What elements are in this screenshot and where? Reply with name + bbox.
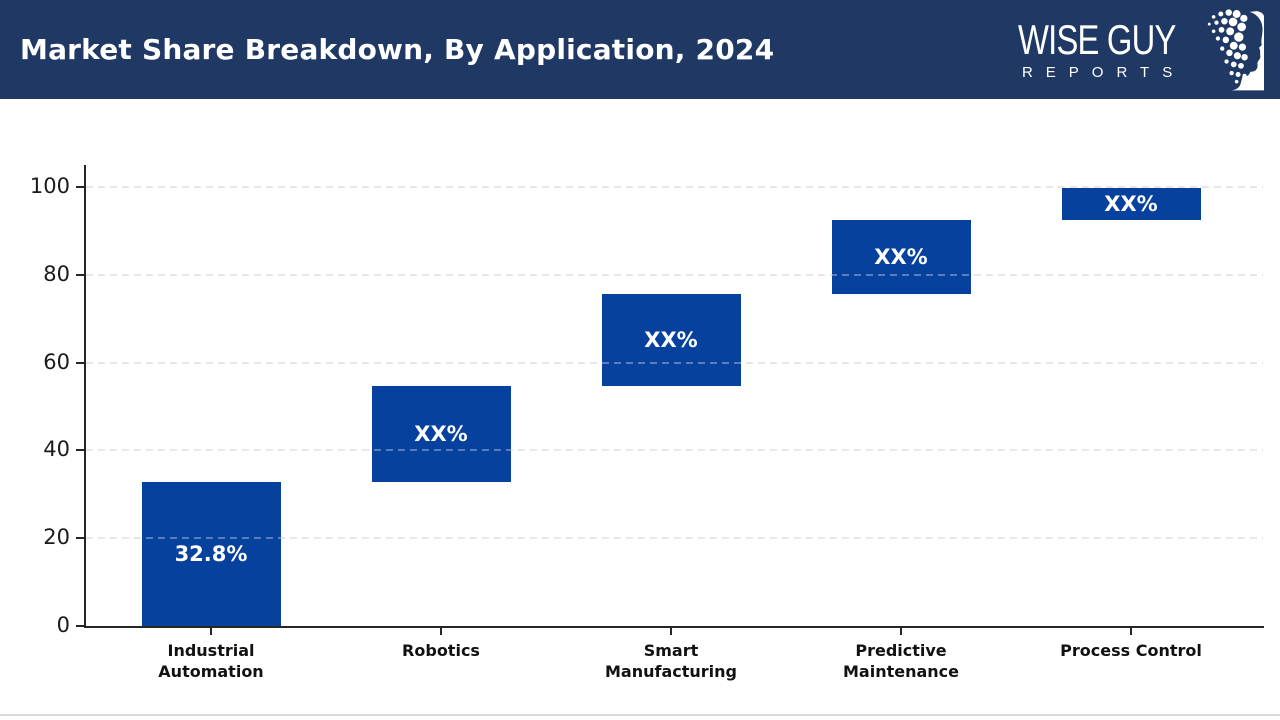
category-label-smart-manufacturing: Smart Manufacturing bbox=[605, 641, 737, 681]
logo-head-icon bbox=[1192, 9, 1264, 91]
y-tick-label: 100 bbox=[29, 174, 70, 198]
bar-label-smart-manufacturing: XX% bbox=[644, 328, 698, 353]
y-tick-label: 60 bbox=[43, 349, 70, 374]
gridline bbox=[86, 273, 1263, 276]
bar-smart-manufacturing: XX% bbox=[601, 294, 741, 387]
x-axis bbox=[84, 626, 1264, 628]
gridline bbox=[86, 537, 1263, 540]
gridline-overlay bbox=[86, 449, 1263, 452]
x-tick bbox=[440, 628, 442, 635]
y-tick bbox=[76, 449, 84, 452]
gridline-overlay bbox=[86, 186, 1263, 188]
y-tick bbox=[76, 625, 84, 627]
bar-label-predictive-maintenance: XX% bbox=[874, 245, 928, 270]
x-tick bbox=[670, 628, 672, 635]
bar-label-process-control: XX% bbox=[1104, 192, 1158, 217]
x-tick bbox=[210, 628, 212, 635]
page-title: Market Share Breakdown, By Application, … bbox=[20, 33, 775, 66]
gridline bbox=[86, 449, 1263, 452]
y-tick-label: 40 bbox=[43, 437, 70, 462]
category-label-process-control: Process Control bbox=[1060, 641, 1202, 660]
y-tick-label: 20 bbox=[43, 525, 70, 550]
y-tick bbox=[76, 537, 84, 540]
y-tick bbox=[76, 186, 84, 188]
bar-industrial-automation: 32.8% bbox=[141, 482, 281, 626]
bar-robotics: XX% bbox=[371, 386, 511, 482]
category-label-industrial-automation: Industrial Automation bbox=[158, 641, 264, 681]
y-axis bbox=[84, 165, 86, 628]
gridline-overlay bbox=[86, 361, 1263, 364]
x-tick bbox=[900, 628, 902, 635]
bar-label-industrial-automation: 32.8% bbox=[174, 541, 248, 566]
y-tick-label: 0 bbox=[56, 613, 70, 637]
bottom-rule bbox=[0, 714, 1280, 716]
brand-text: WISE GUY bbox=[1017, 15, 1176, 63]
y-tick-label: 80 bbox=[43, 261, 70, 286]
brand-subtext: REPORTS bbox=[1021, 63, 1186, 81]
bar-label-robotics: XX% bbox=[414, 422, 468, 447]
category-label-predictive-maintenance: Predictive Maintenance bbox=[842, 641, 959, 681]
y-tick bbox=[76, 361, 84, 364]
gridline-overlay bbox=[86, 537, 1263, 540]
gridline-overlay bbox=[86, 273, 1263, 276]
x-tick bbox=[1130, 628, 1132, 635]
gridline bbox=[86, 186, 1263, 188]
bar-predictive-maintenance: XX% bbox=[831, 219, 971, 295]
header: Market Share Breakdown, By Application, … bbox=[0, 0, 1280, 99]
y-tick bbox=[76, 273, 84, 276]
brand-logo: WISE GUY REPORTS bbox=[1018, 9, 1264, 91]
category-label-robotics: Robotics bbox=[402, 641, 480, 660]
bar-process-control: XX% bbox=[1061, 188, 1201, 220]
